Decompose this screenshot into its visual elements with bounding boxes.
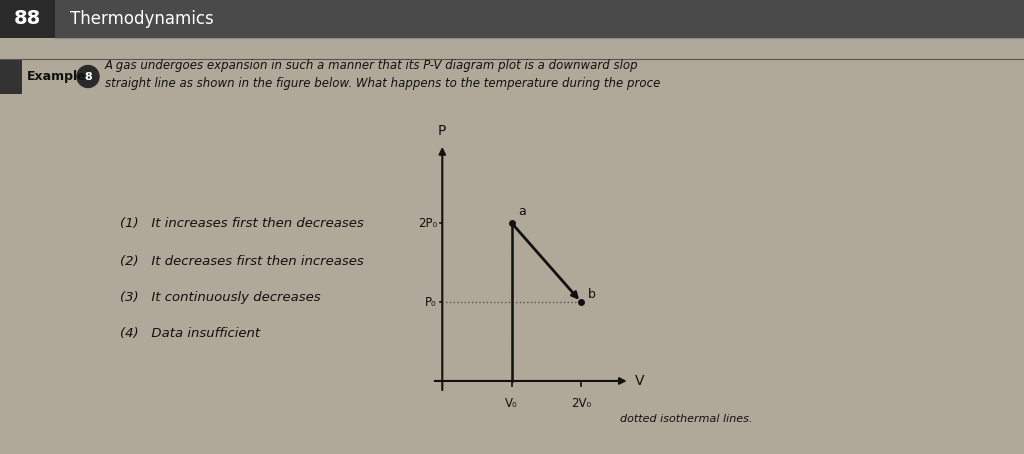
Text: 2V₀: 2V₀ [571, 397, 591, 410]
Text: dotted isothermal lines.: dotted isothermal lines. [620, 414, 753, 424]
Text: (3)   It continuously decreases: (3) It continuously decreases [120, 291, 321, 304]
Text: b: b [588, 288, 596, 301]
Text: 2P₀: 2P₀ [418, 217, 437, 230]
Text: a: a [518, 205, 526, 218]
Text: 8: 8 [84, 71, 92, 82]
Text: (2)   It decreases first then increases: (2) It decreases first then increases [120, 255, 364, 267]
Text: (4)   Data insufficient: (4) Data insufficient [120, 327, 260, 340]
Text: 88: 88 [13, 10, 41, 29]
Text: Thermodynamics: Thermodynamics [70, 10, 214, 28]
Bar [0, 59, 22, 94]
Circle shape [77, 65, 99, 88]
Bar [0, 0, 55, 38]
Text: V: V [635, 374, 645, 388]
Text: P: P [438, 124, 446, 138]
Text: Example: Example [27, 70, 87, 83]
Bar [0, 0, 1024, 38]
Text: (1)   It increases first then decreases: (1) It increases first then decreases [120, 217, 364, 231]
Text: V₀: V₀ [506, 397, 518, 410]
Text: P₀: P₀ [425, 296, 437, 309]
Text: A gas undergoes expansion in such a manner that its P-V diagram plot is a downwa: A gas undergoes expansion in such a mann… [105, 59, 639, 73]
Text: straight line as shown in the figure below. What happens to the temperature duri: straight line as shown in the figure bel… [105, 78, 660, 90]
